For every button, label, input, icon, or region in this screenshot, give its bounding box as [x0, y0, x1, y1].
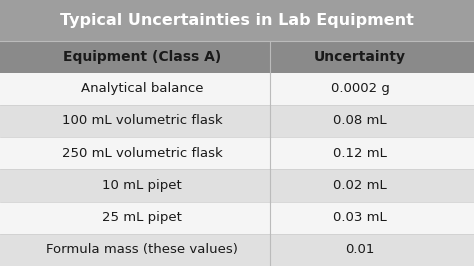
Bar	[0, 202, 474, 234]
Text: 0.0002 g: 0.0002 g	[331, 82, 390, 95]
Text: 0.01: 0.01	[346, 243, 375, 256]
Text: 0.03 mL: 0.03 mL	[333, 211, 387, 224]
Text: 0.12 mL: 0.12 mL	[333, 147, 387, 160]
Bar	[0, 41, 474, 73]
Text: Equipment (Class A): Equipment (Class A)	[63, 50, 221, 64]
Text: 10 mL pipet: 10 mL pipet	[102, 179, 182, 192]
Bar	[0, 169, 474, 202]
Bar	[0, 73, 474, 105]
Text: 0.08 mL: 0.08 mL	[333, 114, 387, 127]
Text: 0.02 mL: 0.02 mL	[333, 179, 387, 192]
Text: Uncertainty: Uncertainty	[314, 50, 406, 64]
Text: 100 mL volumetric flask: 100 mL volumetric flask	[62, 114, 222, 127]
Text: 25 mL pipet: 25 mL pipet	[102, 211, 182, 224]
Text: Formula mass (these values): Formula mass (these values)	[46, 243, 238, 256]
Text: Analytical balance: Analytical balance	[81, 82, 203, 95]
Bar	[0, 234, 474, 266]
Bar	[0, 0, 474, 41]
Bar	[0, 105, 474, 137]
Text: 250 mL volumetric flask: 250 mL volumetric flask	[62, 147, 223, 160]
Text: Typical Uncertainties in Lab Equipment: Typical Uncertainties in Lab Equipment	[60, 13, 414, 28]
Bar	[0, 137, 474, 169]
